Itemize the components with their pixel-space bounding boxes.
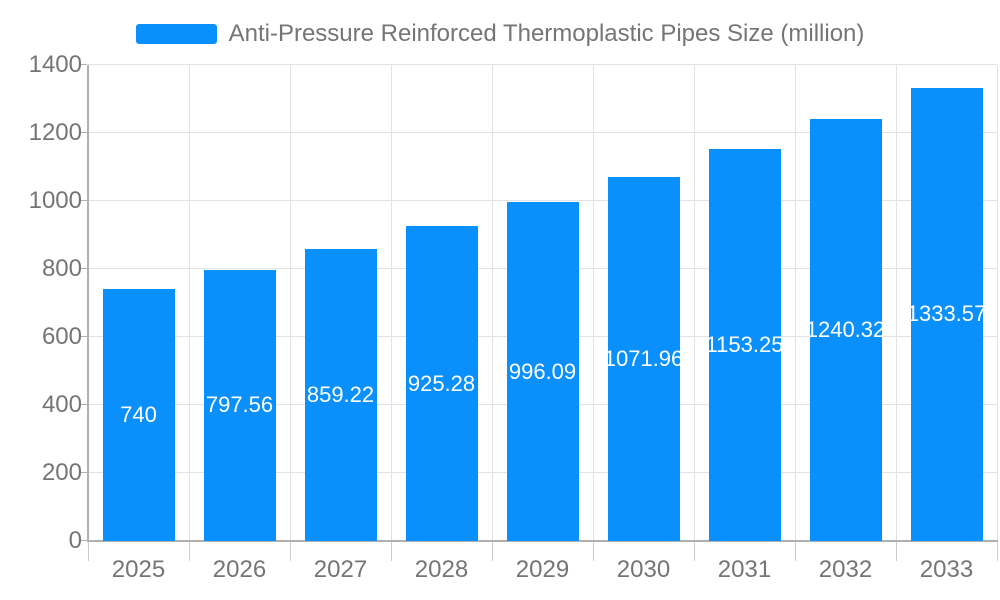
y-tick-label: 400 xyxy=(41,391,82,418)
bar-value-label: 1153.25 xyxy=(708,331,781,357)
x-axis-tick xyxy=(593,542,594,561)
bar[interactable]: 1333.57 xyxy=(910,87,983,541)
y-tick-label: 200 xyxy=(41,459,82,486)
bar-value-label: 797.56 xyxy=(205,392,274,418)
h-gridline xyxy=(88,200,997,201)
legend-label: Anti-Pressure Reinforced Thermoplastic P… xyxy=(228,20,865,47)
x-tick-label: 2027 xyxy=(313,556,368,583)
bar[interactable]: 1153.25 xyxy=(708,148,781,541)
y-tick-label: 1400 xyxy=(28,51,82,78)
y-tick-label: 0 xyxy=(68,527,82,554)
y-axis-tick xyxy=(79,268,87,269)
y-tick-label: 1200 xyxy=(28,119,82,146)
bar[interactable]: 925.28 xyxy=(405,226,478,541)
y-axis-tick xyxy=(79,132,87,133)
y-tick-label: 1000 xyxy=(28,187,82,214)
x-axis-tick xyxy=(391,542,392,561)
x-tick-label: 2031 xyxy=(717,556,772,583)
x-axis-tick xyxy=(795,542,796,561)
v-gridline xyxy=(593,65,594,541)
bar[interactable]: 1240.32 xyxy=(809,119,882,541)
y-axis-tick xyxy=(79,404,87,405)
v-gridline xyxy=(391,65,392,541)
x-axis-tick xyxy=(189,542,190,561)
x-axis-tick xyxy=(896,542,897,561)
v-gridline xyxy=(795,65,796,541)
bar-value-label: 740 xyxy=(120,402,157,428)
y-axis-tick xyxy=(79,64,87,65)
h-gridline xyxy=(88,132,997,133)
v-gridline xyxy=(896,65,897,541)
x-tick-label: 2030 xyxy=(616,556,671,583)
plot-area: 740 797.56 859.22 925.28 996.09 1071.96 1153.2… xyxy=(79,64,998,561)
x-tick-label: 2028 xyxy=(414,556,469,583)
v-gridline xyxy=(492,65,493,541)
bar[interactable]: 859.22 xyxy=(304,248,377,541)
y-tick-label: 800 xyxy=(41,255,82,282)
v-gridline xyxy=(997,65,998,541)
x-axis-tick xyxy=(997,542,998,561)
h-gridline xyxy=(88,64,997,65)
bar-value-label: 1333.57 xyxy=(910,301,983,327)
bar-value-label: 859.22 xyxy=(306,381,375,407)
bar[interactable]: 1071.96 xyxy=(607,176,680,541)
bar-value-label: 1071.96 xyxy=(607,345,680,371)
x-axis-tick xyxy=(694,542,695,561)
bar[interactable]: 996.09 xyxy=(506,202,579,541)
x-axis-tick xyxy=(492,542,493,561)
bar[interactable]: 740 xyxy=(102,289,175,541)
y-axis-tick xyxy=(79,472,87,473)
bar-value-label: 996.09 xyxy=(508,358,577,384)
v-gridline xyxy=(189,65,190,541)
bar-value-label: 1240.32 xyxy=(809,317,882,343)
y-axis-line xyxy=(87,65,89,541)
y-axis-tick xyxy=(79,540,87,541)
legend[interactable]: Anti-Pressure Reinforced Thermoplastic P… xyxy=(0,20,1000,48)
x-tick-label: 2032 xyxy=(818,556,873,583)
x-axis-tick xyxy=(88,542,89,561)
y-tick-label: 600 xyxy=(41,323,82,350)
legend-swatch-icon xyxy=(135,24,217,44)
x-tick-label: 2025 xyxy=(111,556,166,583)
x-axis-tick xyxy=(290,542,291,561)
x-tick-label: 2033 xyxy=(919,556,974,583)
x-tick-label: 2026 xyxy=(212,556,267,583)
y-axis-tick xyxy=(79,336,87,337)
y-axis-tick xyxy=(79,200,87,201)
bar-value-label: 925.28 xyxy=(407,370,476,396)
v-gridline xyxy=(290,65,291,541)
x-axis-line xyxy=(87,540,998,542)
x-tick-label: 2029 xyxy=(515,556,570,583)
bar[interactable]: 797.56 xyxy=(203,269,276,541)
v-gridline xyxy=(694,65,695,541)
